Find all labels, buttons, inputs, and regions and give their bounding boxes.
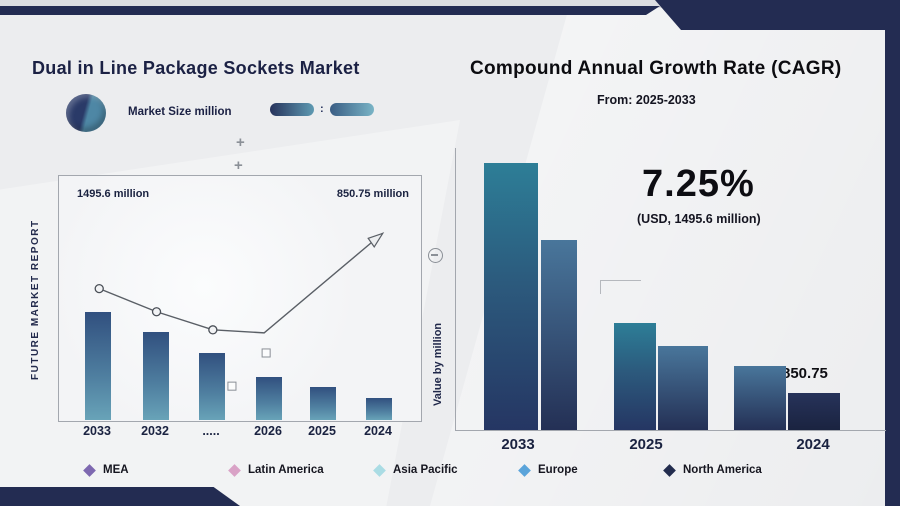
cagr-bar-2024-1 [734, 366, 786, 430]
legend-item-europe: Europe [518, 463, 665, 477]
market-x-label: ..... [202, 424, 220, 438]
legend-row: MEA Latin America Asia Pacific Europe North … [83, 463, 810, 477]
market-size-chart: 1495.6 million 850.75 million [58, 175, 422, 422]
market-bar-..... [199, 353, 225, 420]
market-x-label: 2026 [254, 424, 282, 438]
circle-minus-decoration-icon [428, 248, 443, 263]
legend-label: Latin America [248, 464, 324, 476]
market-x-label: 2032 [141, 424, 169, 438]
deco-bottom-left-navy-block [0, 487, 240, 506]
legend-pill-icon [270, 103, 314, 116]
cagr-bar-2033-2 [541, 240, 577, 430]
cagr-x-label: 2024 [796, 436, 830, 453]
legend-diamond-icon [663, 463, 676, 477]
market-bar-2026 [256, 377, 282, 420]
cagr-subtitle: From: 2025-2033 [597, 93, 696, 107]
legend-pills: : [270, 103, 374, 116]
top-light-band [0, 0, 900, 8]
cagr-annotation: 850.75 [782, 365, 828, 382]
market-bars [59, 176, 421, 421]
market-bar-2025 [310, 387, 336, 420]
left-chart-title: Dual in Line Package Sockets Market [32, 58, 360, 78]
market-bar-2024 [366, 398, 392, 420]
cagr-bar-2033-1 [484, 163, 538, 430]
legend-diamond-icon [83, 463, 96, 477]
legend-label: Europe [538, 464, 578, 476]
plus-decoration-icon: + [236, 134, 245, 151]
legend-item-latin-america: Latin America [228, 463, 375, 477]
cagr-x-label: 2025 [629, 436, 663, 453]
legend-label: North America [683, 464, 762, 476]
legend-diamond-icon [518, 463, 531, 477]
legend-item-asia-pacific: Asia Pacific [373, 463, 520, 477]
market-size-sphere-icon [66, 94, 106, 132]
cagr-title: Compound Annual Growth Rate (CAGR) [470, 58, 842, 79]
max-value-label: 1495.6 million [77, 188, 150, 200]
legend-item-north-america: North America [663, 463, 810, 477]
market-bar-2032 [143, 332, 169, 420]
cagr-bars: 850.75 2033 2025 2024 [455, 148, 886, 453]
legend-label: MEA [103, 464, 129, 476]
future-market-report-label: FUTURE MARKET REPORT [30, 219, 41, 381]
cagr-bar-2025-1 [614, 323, 656, 430]
bracket-decoration [600, 280, 641, 294]
value-by-million-axis-label: Value by million [432, 322, 444, 406]
legend-diamond-icon [228, 463, 241, 477]
market-x-label: 2033 [83, 424, 111, 438]
cagr-bar-2025-2 [658, 346, 708, 430]
deco-right-navy-strip [885, 0, 900, 506]
legend-item-mea: MEA [83, 463, 230, 477]
min-value-label: 850.75 million [336, 188, 409, 200]
cagr-percentage: 7.25% [642, 163, 755, 205]
deco-top-navy-strip [0, 6, 660, 15]
cagr-x-label: 2033 [501, 436, 535, 453]
plus-decoration-icon: + [234, 157, 243, 174]
market-bar-2033 [85, 312, 111, 420]
legend-pill-icon-2 [329, 103, 374, 116]
deco-top-right-navy-block [655, 0, 900, 30]
pill-separator: : [320, 103, 324, 115]
legend-label: Asia Pacific [393, 464, 458, 476]
market-x-label: 2025 [308, 424, 336, 438]
cagr-bar-2024-2 [788, 393, 840, 430]
market-size-label: Market Size million [128, 106, 232, 118]
market-x-labels: 2033 2032..... 2026 2025 2024 [58, 424, 420, 444]
market-x-label: 2024 [364, 424, 392, 438]
legend-diamond-icon [373, 463, 386, 477]
cagr-detail: (USD, 1495.6 million) [637, 212, 761, 226]
